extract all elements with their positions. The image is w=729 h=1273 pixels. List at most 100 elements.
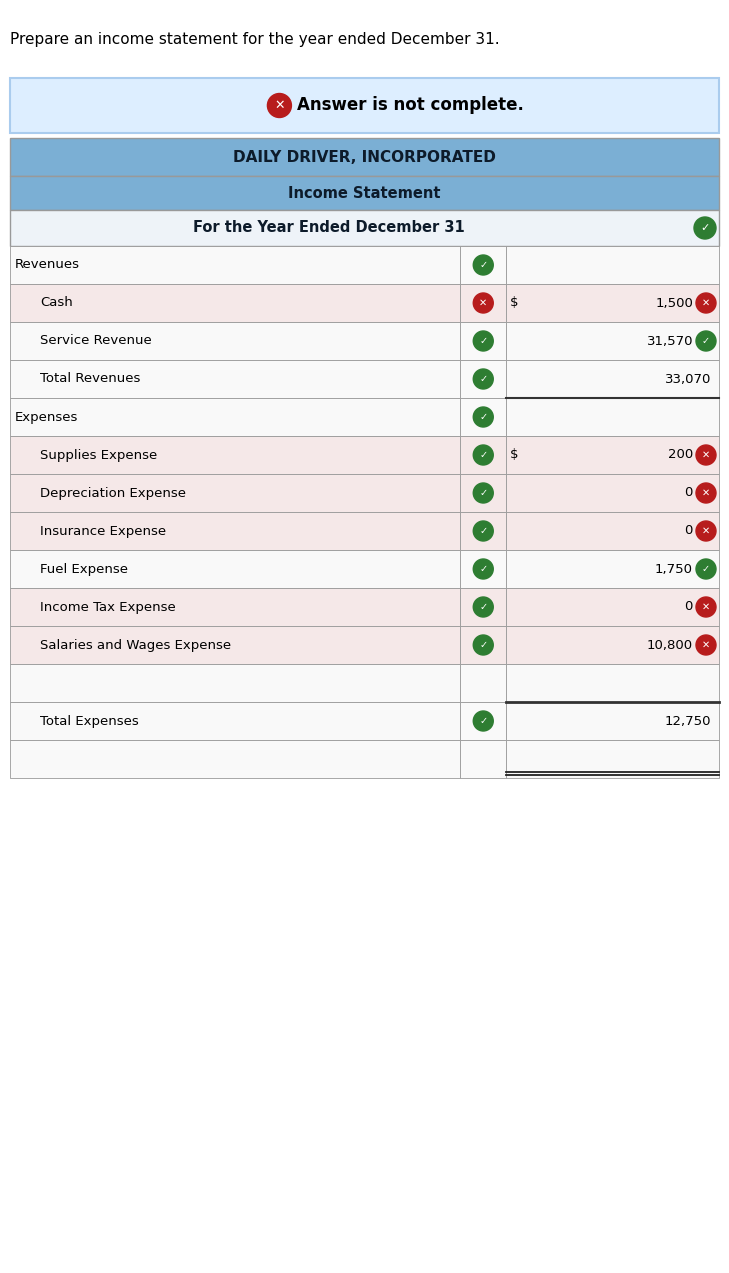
Text: $: $: [510, 297, 519, 309]
Bar: [460, 665, 507, 701]
Text: ✓: ✓: [479, 715, 487, 726]
Bar: [507, 512, 719, 550]
Bar: [507, 322, 719, 360]
Text: ✓: ✓: [479, 260, 487, 270]
Text: ✕: ✕: [702, 449, 710, 460]
Bar: [460, 284, 507, 322]
Text: 200: 200: [668, 448, 693, 462]
Bar: [507, 360, 719, 398]
Circle shape: [473, 521, 494, 541]
Bar: [10, 176, 719, 210]
Text: Expenses: Expenses: [15, 410, 79, 424]
Circle shape: [473, 369, 494, 390]
Text: ✓: ✓: [479, 336, 487, 346]
Bar: [10, 78, 719, 132]
Text: ✓: ✓: [701, 223, 710, 233]
Bar: [10, 360, 460, 398]
Circle shape: [694, 216, 716, 239]
Text: ✓: ✓: [702, 336, 710, 346]
Text: ✓: ✓: [479, 488, 487, 498]
Text: ✓: ✓: [479, 526, 487, 536]
Text: ✓: ✓: [479, 412, 487, 423]
Bar: [460, 512, 507, 550]
Bar: [460, 360, 507, 398]
Text: 31,570: 31,570: [647, 335, 693, 348]
Bar: [10, 512, 460, 550]
Bar: [10, 137, 719, 176]
Circle shape: [696, 635, 716, 656]
Text: 33,070: 33,070: [665, 373, 711, 386]
Bar: [507, 588, 719, 626]
Bar: [10, 626, 460, 665]
Circle shape: [473, 446, 494, 465]
Bar: [507, 740, 719, 778]
Text: 10,800: 10,800: [647, 639, 693, 652]
Bar: [460, 246, 507, 284]
Circle shape: [696, 293, 716, 313]
Text: 0: 0: [685, 601, 693, 614]
Text: Income Statement: Income Statement: [288, 186, 441, 201]
Circle shape: [696, 482, 716, 503]
Text: ✕: ✕: [479, 298, 487, 308]
Circle shape: [473, 407, 494, 426]
Bar: [460, 588, 507, 626]
Text: ✕: ✕: [702, 640, 710, 651]
Bar: [507, 398, 719, 435]
Bar: [10, 701, 460, 740]
Circle shape: [473, 255, 494, 275]
Text: 0: 0: [685, 486, 693, 499]
Text: ✓: ✓: [479, 640, 487, 651]
Bar: [10, 474, 460, 512]
Circle shape: [473, 635, 494, 656]
Bar: [460, 701, 507, 740]
Text: DAILY DRIVER, INCORPORATED: DAILY DRIVER, INCORPORATED: [233, 149, 496, 164]
Circle shape: [473, 293, 494, 313]
Text: ✕: ✕: [274, 99, 284, 112]
Bar: [460, 398, 507, 435]
Bar: [10, 284, 460, 322]
Bar: [10, 435, 460, 474]
Circle shape: [696, 559, 716, 579]
Circle shape: [473, 331, 494, 351]
Circle shape: [696, 521, 716, 541]
Bar: [507, 701, 719, 740]
Bar: [460, 740, 507, 778]
Text: Income Tax Expense: Income Tax Expense: [40, 601, 176, 614]
Bar: [10, 550, 460, 588]
Text: Prepare an income statement for the year ended December 31.: Prepare an income statement for the year…: [10, 32, 499, 47]
Bar: [507, 246, 719, 284]
Circle shape: [696, 331, 716, 351]
Bar: [460, 550, 507, 588]
Bar: [10, 322, 460, 360]
Text: 12,750: 12,750: [665, 714, 711, 727]
Text: 1,750: 1,750: [655, 563, 693, 575]
Bar: [10, 588, 460, 626]
Bar: [460, 322, 507, 360]
Text: ✕: ✕: [702, 526, 710, 536]
Text: 0: 0: [685, 524, 693, 537]
Text: ✓: ✓: [702, 564, 710, 574]
Text: ✕: ✕: [702, 602, 710, 612]
Text: Cash: Cash: [40, 297, 73, 309]
Text: Supplies Expense: Supplies Expense: [40, 448, 157, 462]
Text: ✓: ✓: [479, 602, 487, 612]
Text: 1,500: 1,500: [655, 297, 693, 309]
Text: $: $: [510, 448, 519, 462]
Text: Revenues: Revenues: [15, 258, 80, 271]
Bar: [507, 626, 719, 665]
Text: ✕: ✕: [702, 298, 710, 308]
Text: Insurance Expense: Insurance Expense: [40, 524, 166, 537]
Bar: [507, 550, 719, 588]
Text: Fuel Expense: Fuel Expense: [40, 563, 128, 575]
Circle shape: [268, 93, 292, 117]
Text: ✓: ✓: [479, 564, 487, 574]
Bar: [460, 435, 507, 474]
Bar: [507, 474, 719, 512]
Text: Answer is not complete.: Answer is not complete.: [297, 97, 524, 115]
Circle shape: [473, 712, 494, 731]
Bar: [507, 665, 719, 701]
Bar: [507, 284, 719, 322]
Text: Total Expenses: Total Expenses: [40, 714, 139, 727]
Circle shape: [473, 559, 494, 579]
Bar: [10, 246, 460, 284]
